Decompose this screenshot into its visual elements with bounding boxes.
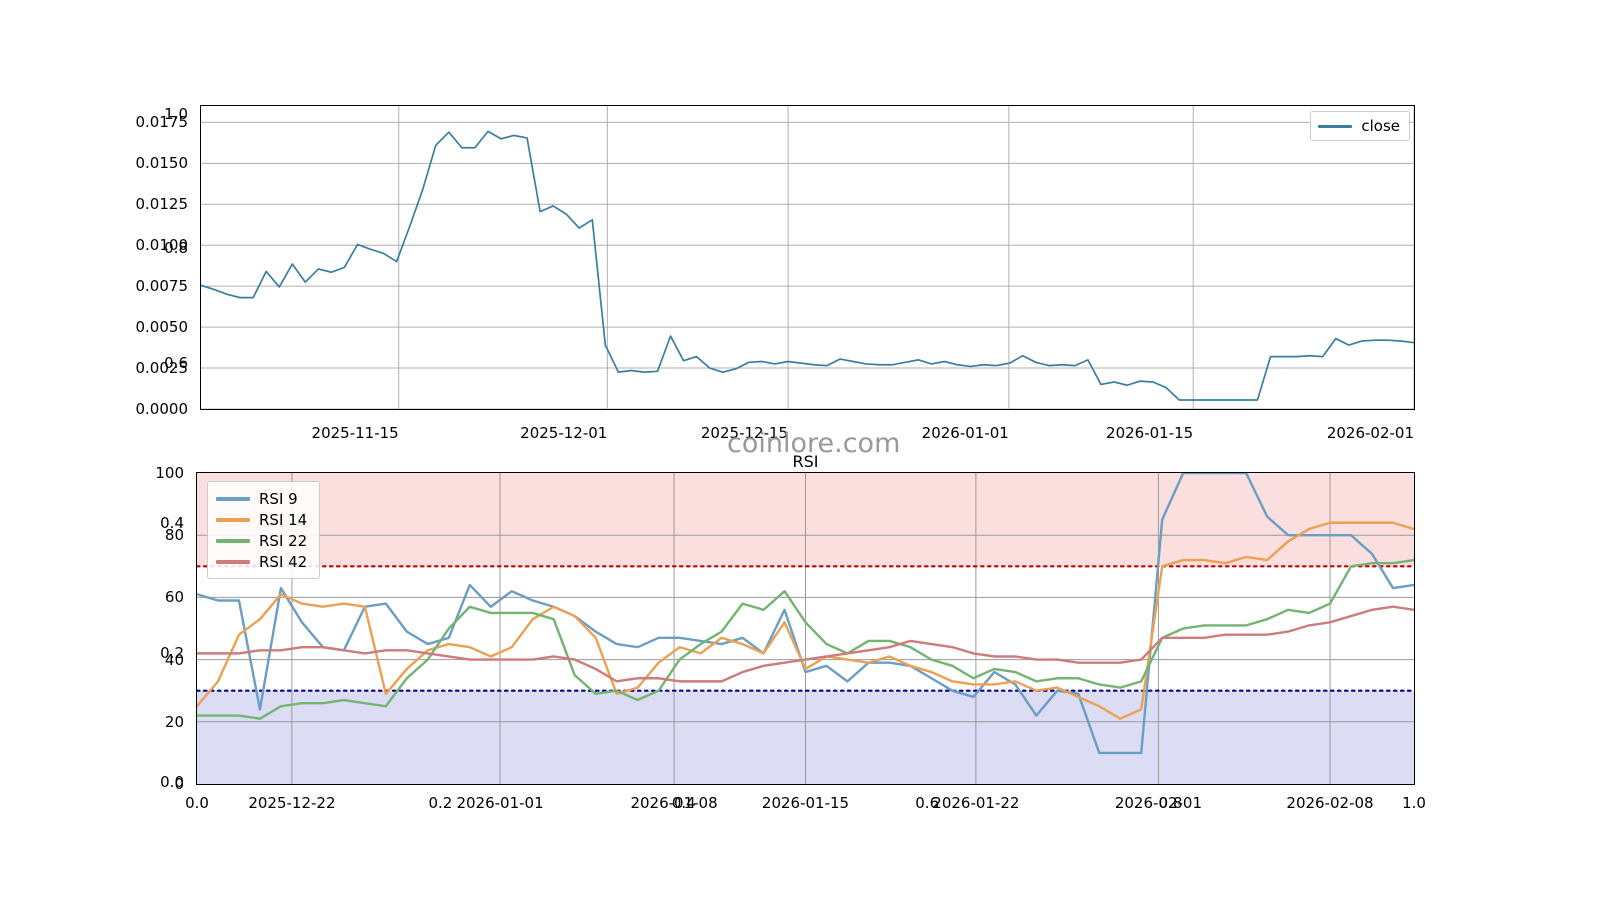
rsi-ytick-3: 60 — [164, 588, 184, 607]
rsi-9-legend-label: RSI 9 — [259, 489, 298, 508]
price-ytick-2: 0.0050 — [135, 318, 189, 337]
price-chart-plot-area[interactable]: close — [200, 105, 1415, 410]
price-xtick-0: 2025-11-15 — [311, 424, 399, 442]
price-xtick-4: 2026-01-15 — [1106, 424, 1194, 442]
rsi-secondary-xtick-4: 0.8 — [1158, 794, 1183, 812]
rsi-ytick-2: 40 — [164, 650, 184, 669]
rsi-series-2 — [197, 558, 1414, 720]
price-ytick-6: 0.0150 — [135, 154, 189, 173]
price-ytick-3: 0.0075 — [135, 277, 189, 296]
price-xtick-3: 2026-01-01 — [921, 424, 1009, 442]
rsi-secondary-xtick-5: 1.0 — [1402, 794, 1426, 812]
rsi-22-legend-swatch — [216, 538, 250, 543]
close-legend-swatch — [1318, 124, 1353, 128]
rsi-secondary-xtick-1: 0.2 — [428, 794, 453, 812]
rsi-ytick-4: 80 — [164, 526, 184, 545]
rsi-secondary-xtick-0: 0.0 — [185, 794, 209, 812]
price-ytick-0: 0.0000 — [135, 400, 189, 418]
rsi-42-legend-label: RSI 42 — [259, 552, 308, 571]
rsi-ytick-1: 20 — [164, 712, 184, 731]
price-series-0 — [201, 130, 1414, 401]
rsi-chart-plot-area[interactable]: RSI 9 RSI 14 RSI 22 RSI 42 — [196, 472, 1415, 785]
legend-item-rsi-42[interactable]: RSI 42 — [216, 551, 307, 572]
rsi-xtick-3: 2026-01-15 — [761, 794, 850, 812]
rsi-legend[interactable]: RSI 9 RSI 14 RSI 22 RSI 42 — [207, 481, 321, 579]
rsi-secondary-ytick-0: 0.0 — [160, 773, 184, 792]
rsi-ytick-5: 100 — [155, 464, 184, 482]
price-xtick-5: 2026-02-01 — [1326, 424, 1414, 442]
price-ytick-4: 0.0100 — [135, 236, 189, 255]
rsi-secondary-xtick-2: 0.4 — [671, 794, 696, 812]
rsi-threshold-lines — [197, 565, 1414, 692]
price-series-group — [201, 130, 1414, 401]
legend-item-rsi-22[interactable]: RSI 22 — [216, 530, 307, 551]
rsi-22-legend-label: RSI 22 — [259, 531, 308, 550]
rsi-series-3 — [197, 605, 1414, 683]
price-ytick-1: 0.0025 — [135, 359, 189, 378]
legend-item-rsi-14[interactable]: RSI 14 — [216, 509, 307, 530]
rsi-ytick-0: 0 — [174, 775, 184, 793]
rsi-xtick-6: 2026-02-08 — [1286, 794, 1374, 812]
close-legend-label: close — [1361, 117, 1400, 135]
rsi-secondary-ytick-2: 0.4 — [160, 513, 184, 532]
rsi-xtick-4: 2026-01-22 — [932, 794, 1020, 812]
rsi-line-svg — [197, 473, 1414, 784]
price-xtick-2: 2025-12-15 — [700, 424, 789, 442]
price-secondary-ytick-1: 0.8 — [164, 239, 188, 258]
price-ytick-5: 0.0125 — [135, 195, 189, 214]
price-legend[interactable]: close — [1310, 111, 1410, 141]
rsi-chart-title: RSI — [792, 452, 819, 471]
price-secondary-ytick-2: 1.0 — [164, 105, 188, 124]
price-line-svg — [201, 106, 1414, 409]
legend-item-rsi-9[interactable]: RSI 9 — [216, 488, 307, 509]
watermark: coinlore.com — [727, 428, 901, 459]
price-secondary-ytick-0: 0.6 — [164, 354, 188, 373]
rsi-series-1 — [197, 521, 1414, 720]
rsi-xtick-2: 2026-01-08 — [630, 794, 718, 812]
rsi-secondary-xtick-3: 0.6 — [915, 794, 940, 812]
price-gridlines — [201, 106, 1414, 409]
rsi-secondary-ytick-1: 0.2 — [160, 644, 184, 663]
rsi-series-group — [197, 473, 1414, 755]
rsi-9-legend-swatch — [216, 496, 250, 501]
rsi-xtick-0: 2025-12-22 — [248, 794, 336, 812]
rsi-42-legend-swatch — [216, 559, 250, 564]
rsi-14-legend-swatch — [216, 517, 250, 522]
price-xtick-1: 2025-12-01 — [520, 424, 608, 442]
rsi-series-0 — [197, 473, 1414, 755]
rsi-xtick-5: 2026-02-01 — [1114, 794, 1203, 812]
rsi-xtick-1: 2026-01-01 — [456, 794, 544, 812]
price-ytick-7: 0.0175 — [135, 113, 189, 132]
rsi-14-legend-label: RSI 14 — [259, 510, 308, 529]
